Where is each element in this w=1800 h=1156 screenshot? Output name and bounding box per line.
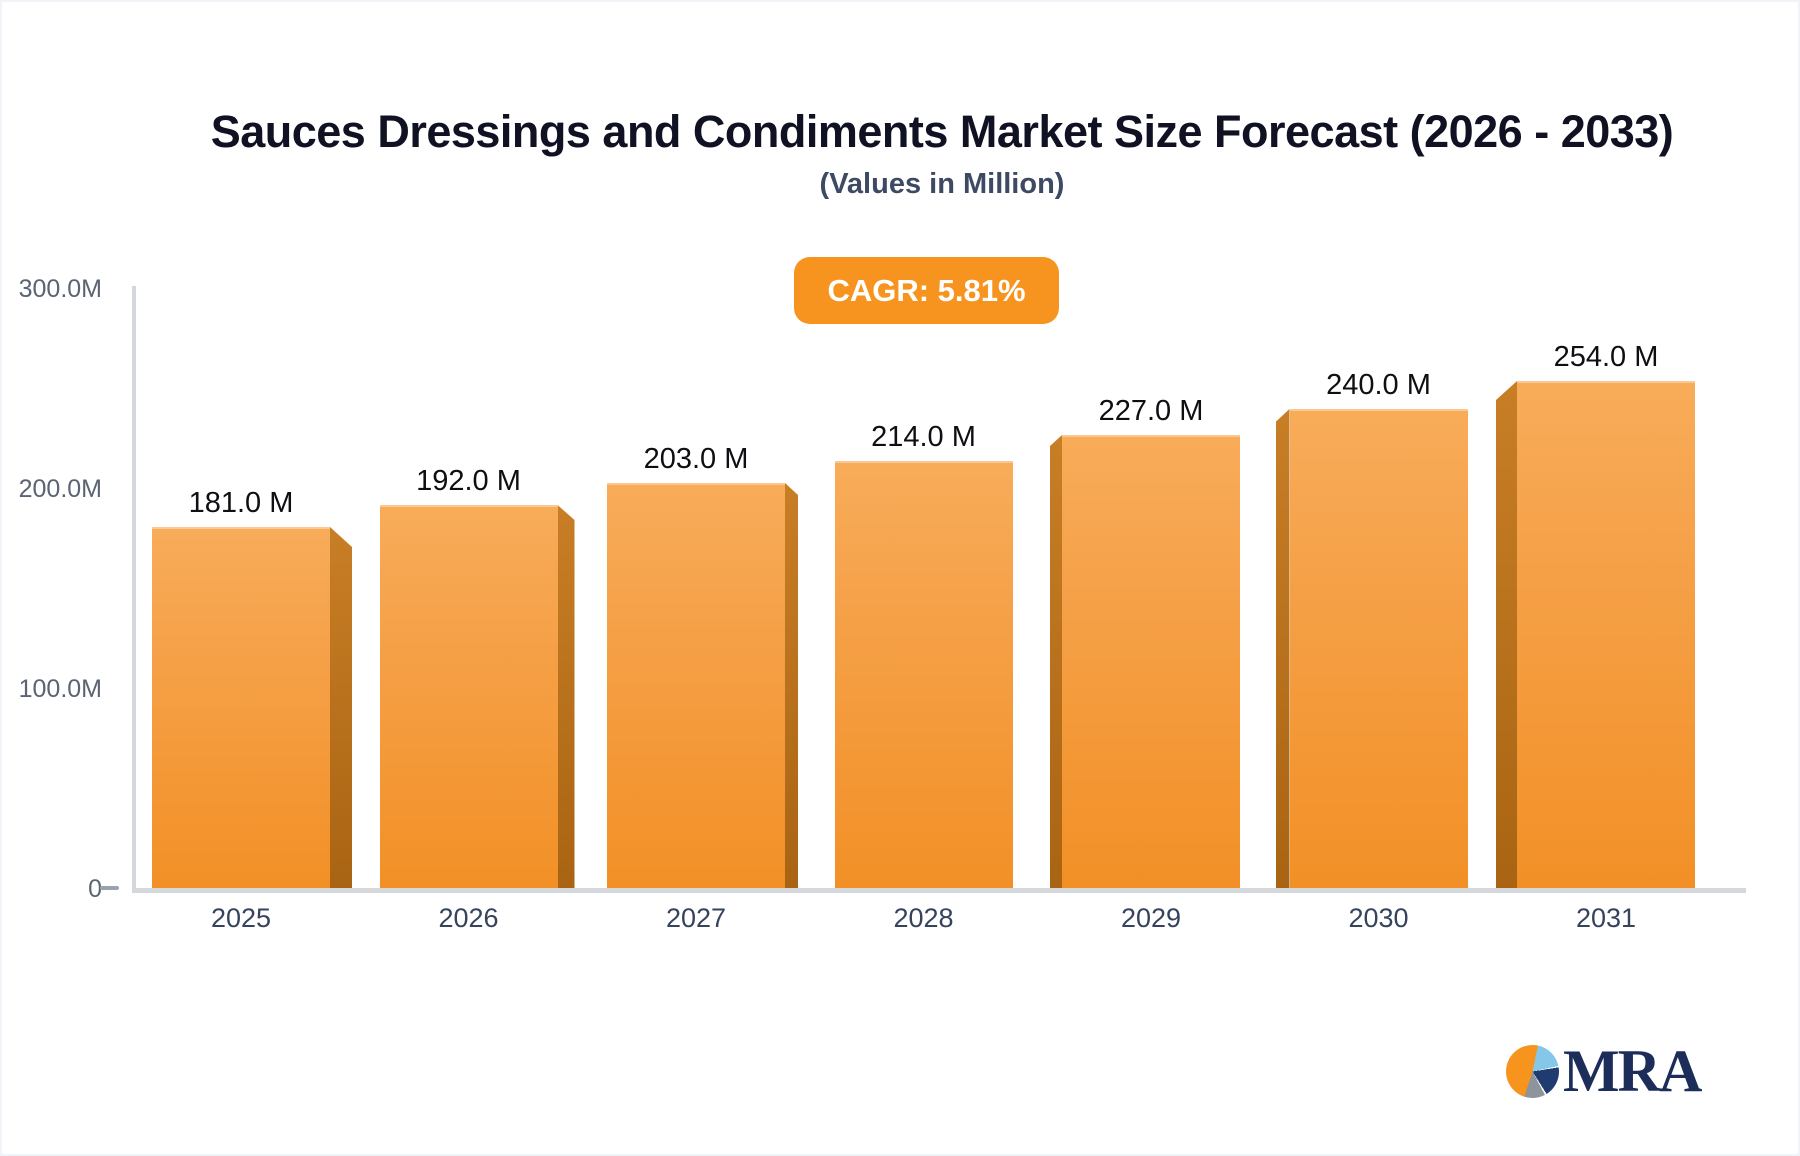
bar-value-2028: 214.0 M (871, 421, 976, 453)
bar-value-2027: 203.0 M (643, 443, 749, 475)
x-label-2026: 2026 (438, 903, 499, 933)
x-label-2030: 2030 (1348, 903, 1409, 933)
bar-2028[interactable] (834, 461, 1013, 889)
bar-2026-side (557, 505, 575, 889)
y-tick-label-200: 200.0M (18, 475, 102, 503)
bar-2031-side (1496, 381, 1517, 889)
bar-value-2031: 254.0 M (1553, 341, 1659, 373)
y-tick-label-0: 0 (88, 875, 102, 903)
bar-value-2029: 227.0 M (1098, 395, 1204, 427)
y-tick-label-300: 300.0M (18, 275, 102, 303)
x-label-2027: 2027 (665, 903, 727, 933)
brand-logo: MRA (1506, 1037, 1702, 1104)
bar-2025-side (330, 527, 352, 889)
pie-chart-icon (1506, 1044, 1559, 1098)
bar-2027[interactable] (607, 483, 785, 889)
bar-value-2025: 181.0 M (188, 487, 294, 519)
bar-2029-side (1050, 435, 1062, 889)
bar-2030-side (1275, 409, 1290, 889)
y-tick-label-100: 100.0M (18, 675, 102, 703)
bar-value-2026: 192.0 M (416, 465, 521, 497)
x-label-2025: 2025 (210, 903, 272, 933)
brand-logo-text: MRA (1563, 1037, 1702, 1104)
bar-2025[interactable] (152, 527, 330, 889)
x-label-2029: 2029 (1120, 903, 1182, 933)
bar-value-2030: 240.0 M (1326, 369, 1431, 401)
bar-2031[interactable] (1517, 381, 1695, 889)
cagr-badge: CAGR: 5.81% (794, 257, 1059, 324)
bar-2029[interactable] (1062, 435, 1240, 889)
x-label-2031: 2031 (1575, 903, 1637, 933)
cagr-badge-label: CAGR: 5.81% (827, 272, 1026, 308)
bar-2030[interactable] (1289, 409, 1468, 889)
bar-2027-side (785, 483, 798, 889)
y-axis-line (132, 286, 136, 893)
bar-2026[interactable] (379, 505, 558, 889)
zero-tick-dash (100, 886, 119, 890)
x-axis-baseline (132, 888, 1746, 893)
chart-title: Sauces Dressings and Condiments Market S… (210, 106, 1674, 157)
chart-subtitle: (Values in Million) (819, 168, 1065, 200)
x-label-2028: 2028 (893, 903, 954, 933)
